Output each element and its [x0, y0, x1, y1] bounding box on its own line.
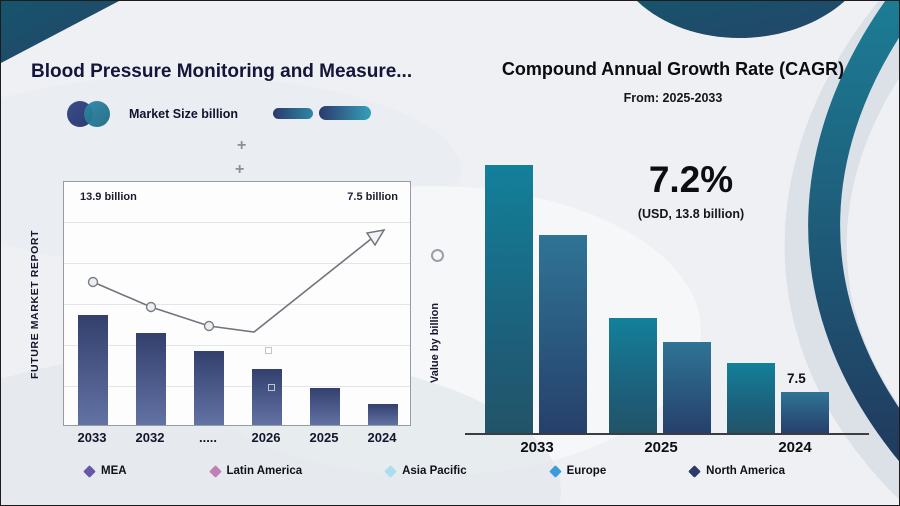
legend-item-north-america: North America — [688, 464, 785, 478]
left-bar-2032 — [136, 333, 166, 425]
left-xlabel-2032: 2032 — [135, 430, 165, 445]
plus-icon: + — [237, 137, 247, 154]
cagr-value: 7.2% — [648, 159, 734, 200]
market-size-legend: Market Size billion — [67, 99, 387, 131]
legend-item-label: Latin America — [226, 465, 303, 477]
right-bar-2033-series-2 — [539, 235, 587, 433]
left-xlabel-2024: 2024 — [367, 430, 397, 445]
square-icon — [265, 347, 272, 354]
diamond-icon — [548, 464, 562, 478]
right-bar-group-2033 — [485, 159, 587, 433]
right-chart-axis-line — [465, 433, 869, 435]
right-chart-title: Compound Annual Growth Rate (CAGR) — [501, 59, 845, 79]
left-bar-2024 — [368, 404, 398, 425]
diamond-icon — [688, 464, 702, 478]
market-size-legend-label: Market Size billion — [129, 107, 239, 121]
gradient-pill-small — [273, 108, 313, 119]
annotation-min-value: 7.5 billion — [347, 191, 398, 203]
right-xlabel-2025: 2025 — [644, 439, 678, 456]
bar-value-label: 7.5 — [787, 371, 806, 386]
right-chart-bars — [469, 159, 869, 433]
legend-item-asia-pacific: Asia Pacific — [384, 464, 467, 478]
right-chart-xlabels: 2033 2025 2024 — [469, 439, 869, 459]
legend-item-latin-america: Latin America — [208, 464, 303, 478]
right-xlabel-2024: 2024 — [778, 439, 812, 456]
gradient-pill-large — [319, 106, 371, 120]
legend-item-label: North America — [706, 465, 785, 477]
left-bar-2033 — [78, 315, 108, 425]
square-icon — [268, 384, 275, 391]
cagr-note: (USD, 13.8 billion) — [637, 207, 745, 221]
right-bar-2033-series-1 — [485, 165, 533, 433]
left-chart-xlabels: 2033 2032..... 2026 2025 2024 — [63, 430, 411, 445]
right-xlabel-2033: 2033 — [520, 439, 554, 456]
future-market-report-label: FUTURE MARKET REPORT — [29, 229, 41, 380]
legend-item-label: Europe — [566, 465, 607, 477]
left-xlabel-2025: 2025 — [309, 430, 339, 445]
legend-item-label: MEA — [101, 465, 127, 477]
left-bar-2025 — [310, 388, 340, 425]
annotation-max-value: 13.9 billion — [80, 191, 137, 203]
left-xlabel-2033: 2033 — [77, 430, 107, 445]
right-bar-group-2024 — [727, 159, 829, 433]
value-by-billion-label: Value by billion — [429, 302, 441, 384]
diamond-icon — [208, 464, 222, 478]
legend-item-label: Asia Pacific — [402, 465, 467, 477]
left-bar-..... — [194, 351, 224, 425]
diamond-icon — [83, 464, 96, 478]
legend-item-mea: MEA — [83, 464, 127, 478]
right-bar-group-2025 — [609, 159, 711, 433]
legend-item-europe: Europe — [548, 464, 607, 478]
region-legend: MEA Latin America Asia Pacific Europe North … — [83, 464, 785, 478]
plus-icon: + — [235, 161, 245, 178]
left-bar-2026 — [252, 369, 282, 425]
circle-icon — [431, 249, 444, 262]
right-chart-subtitle: From: 2025-2033 — [623, 91, 723, 105]
left-chart-bars — [64, 182, 410, 425]
left-xlabel-.....: ..... — [198, 430, 218, 445]
right-bar-2025-series-1 — [609, 318, 657, 433]
market-size-chart: 13.9 billion 7.5 billion — [63, 181, 411, 426]
right-bar-2025-series-2 — [663, 342, 711, 433]
right-bar-2024-series-1 — [727, 363, 775, 433]
left-xlabel-2026: 2026 — [251, 430, 281, 445]
diamond-icon — [384, 464, 397, 478]
database-icon-overlay — [84, 101, 110, 127]
right-bar-2024-series-2 — [781, 392, 829, 433]
left-chart-title: Blood Pressure Monitoring and Measure... — [31, 61, 413, 82]
